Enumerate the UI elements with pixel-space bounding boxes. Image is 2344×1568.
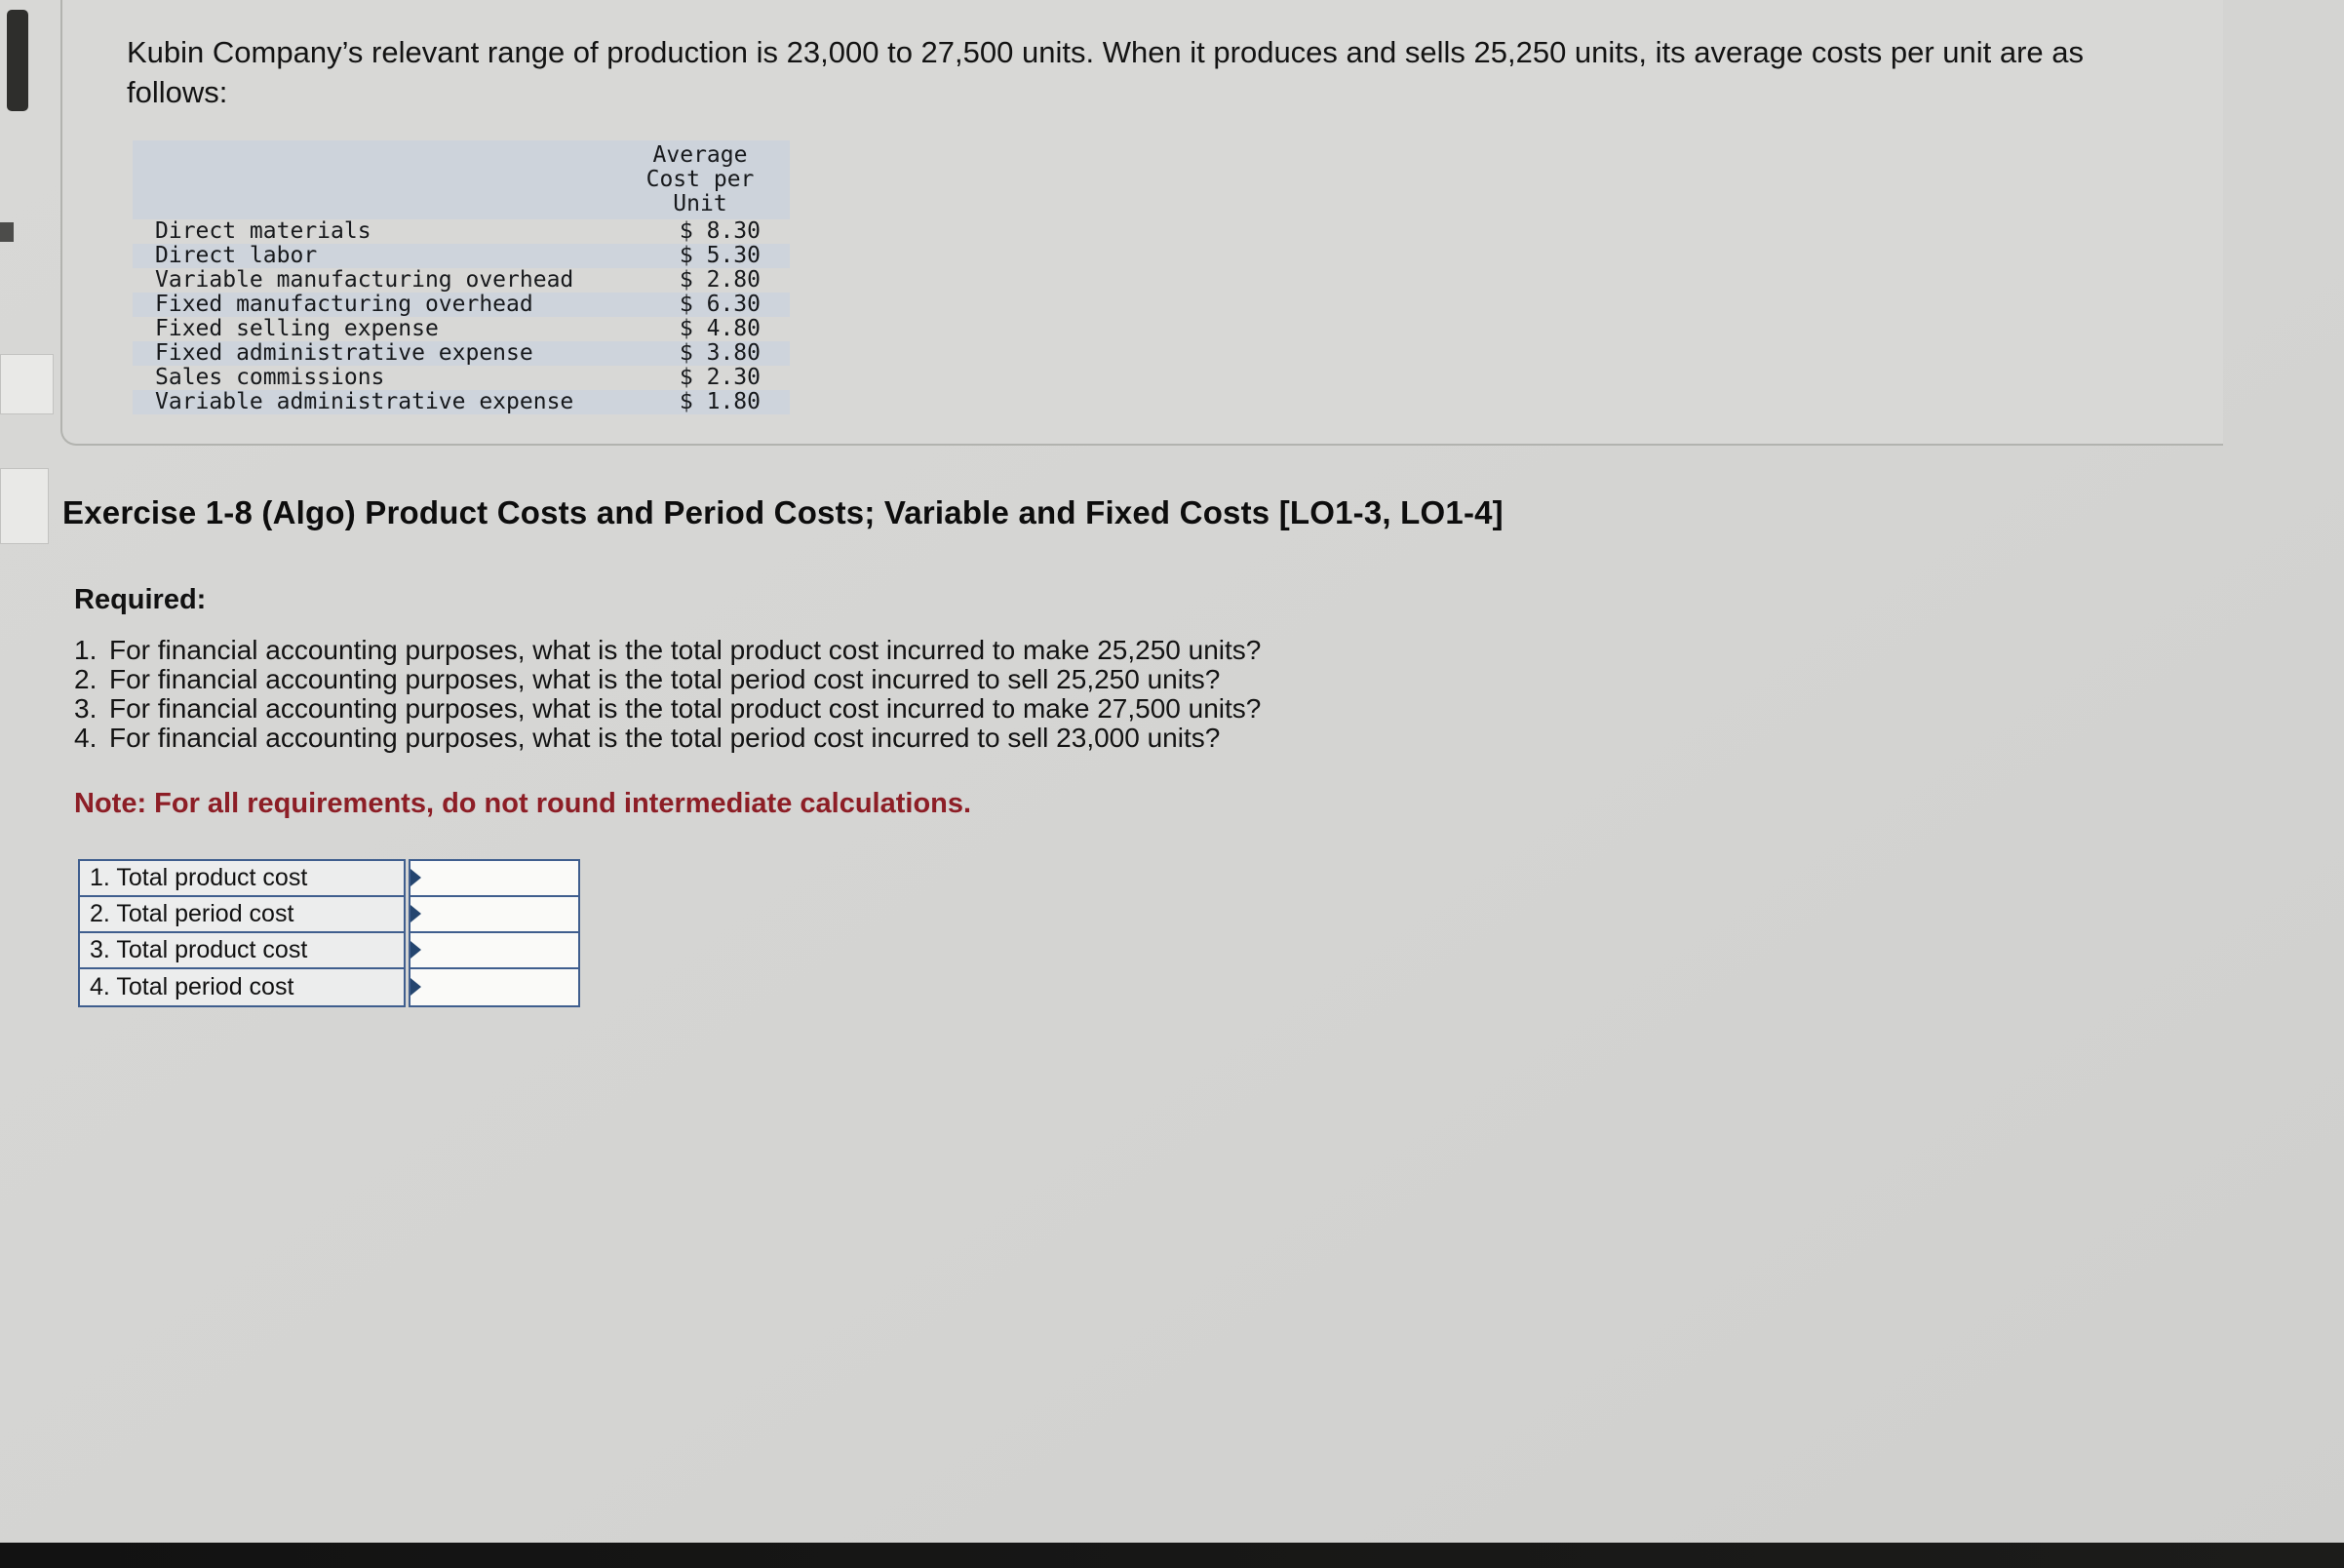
cost-row-label: Fixed selling expense <box>155 315 439 341</box>
answer-input-1[interactable] <box>410 860 578 895</box>
cost-row-value: $ 2.30 <box>679 364 761 390</box>
answer-input-column <box>409 858 580 1007</box>
photo-edge-artifact-mark <box>0 222 14 242</box>
answer-row-label: 3. Total product cost <box>80 932 404 969</box>
answer-row-label: 2. Total period cost <box>80 896 404 933</box>
answer-input-3[interactable] <box>410 932 578 967</box>
photo-edge-artifact-light-2 <box>0 468 49 544</box>
screen-bottom-bezel <box>0 1543 2344 1568</box>
cost-row-label: Fixed administrative expense <box>155 339 533 366</box>
question-text: For financial accounting purposes, what … <box>109 692 1262 724</box>
answer-row-label: 1. Total product cost <box>80 860 404 897</box>
questions-list: 1. For financial accounting purposes, wh… <box>74 634 2344 753</box>
question-number: 2. <box>74 663 98 694</box>
question-item: 4. For financial accounting purposes, wh… <box>74 722 2344 753</box>
cost-row-value: $ 2.80 <box>679 266 761 293</box>
note-text: Note: For all requirements, do not round… <box>74 787 972 819</box>
photo-edge-artifact-top <box>7 10 28 111</box>
answer-input-4[interactable] <box>410 968 578 1005</box>
photo-edge-artifact-light-1 <box>0 354 54 414</box>
question-number: 3. <box>74 692 98 724</box>
cost-table-header-label: Average Cost per Unit <box>645 141 755 216</box>
question-text: For financial accounting purposes, what … <box>109 663 1221 694</box>
cost-table-row: Variable administrative expense $ 1.80 <box>133 388 790 414</box>
cost-row-label: Variable manufacturing overhead <box>155 266 574 293</box>
cost-row-value: $ 3.80 <box>679 339 761 366</box>
question-text: For financial accounting purposes, what … <box>109 634 1262 665</box>
cost-table-row: Sales commissions $ 2.30 <box>133 364 790 390</box>
cost-table-row: Fixed administrative expense $ 3.80 <box>133 339 790 366</box>
problem-intro-text: Kubin Company’s relevant range of produc… <box>127 35 2085 109</box>
question-item: 2. For financial accounting purposes, wh… <box>74 663 2344 694</box>
cost-row-label: Direct labor <box>155 242 318 268</box>
cost-table-row: Fixed manufacturing overhead $ 6.30 <box>133 291 790 317</box>
answer-input-cell[interactable] <box>410 932 578 969</box>
answer-label-column: 1. Total product cost 2. Total period co… <box>78 858 406 1007</box>
answer-input-cell[interactable] <box>410 968 578 1005</box>
cost-row-value: $ 5.30 <box>679 242 761 268</box>
cost-row-value: $ 1.80 <box>679 388 761 414</box>
cost-row-label: Direct materials <box>155 217 371 244</box>
cost-row-value: $ 6.30 <box>679 291 761 317</box>
answer-row-label: 4. Total period cost <box>80 968 404 1005</box>
cost-row-value: $ 8.30 <box>679 217 761 244</box>
answer-input-cell[interactable] <box>410 896 578 933</box>
question-number: 4. <box>74 722 98 753</box>
answer-input-2[interactable] <box>410 896 578 931</box>
problem-statement-panel: Kubin Company’s relevant range of produc… <box>60 0 2223 446</box>
question-item: 1. For financial accounting purposes, wh… <box>74 634 2344 665</box>
cost-table-row: Fixed selling expense $ 4.80 <box>133 315 790 341</box>
question-text: For financial accounting purposes, what … <box>109 722 1221 753</box>
question-item: 3. For financial accounting purposes, wh… <box>74 692 2344 724</box>
exercise-title: Exercise 1-8 (Algo) Product Costs and Pe… <box>62 493 1504 530</box>
cost-table-header-row: Average Cost per Unit <box>133 139 790 219</box>
answer-input-cell[interactable] <box>410 860 578 897</box>
question-number: 1. <box>74 634 98 665</box>
cost-table-row: Direct materials $ 8.30 <box>133 217 790 244</box>
cost-table-body: Direct materials $ 8.30 Direct labor $ 5… <box>133 217 790 414</box>
cost-row-label: Variable administrative expense <box>155 388 574 414</box>
cost-table-row: Direct labor $ 5.30 <box>133 242 790 268</box>
cost-row-value: $ 4.80 <box>679 315 761 341</box>
cost-row-label: Fixed manufacturing overhead <box>155 291 533 317</box>
cost-table-row: Variable manufacturing overhead $ 2.80 <box>133 266 790 293</box>
cost-table: Average Cost per Unit Direct materials $… <box>133 139 790 414</box>
answer-table: 1. Total product cost 2. Total period co… <box>78 858 2344 1007</box>
cost-row-label: Sales commissions <box>155 364 385 390</box>
required-label: Required: <box>74 583 207 615</box>
